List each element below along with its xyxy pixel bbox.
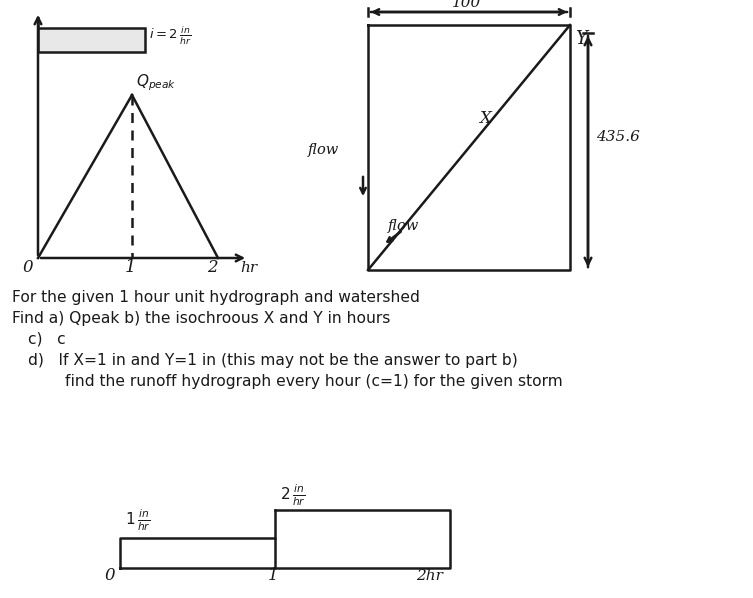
Text: hr: hr bbox=[240, 261, 257, 275]
Text: 100': 100' bbox=[453, 0, 486, 10]
Text: flow: flow bbox=[308, 143, 340, 157]
Text: $i = 2\,\frac{in}{hr}$: $i = 2\,\frac{in}{hr}$ bbox=[149, 25, 192, 47]
Text: 0: 0 bbox=[23, 259, 33, 276]
Text: 435.6: 435.6 bbox=[596, 130, 640, 144]
Text: 2hr: 2hr bbox=[416, 569, 444, 583]
Text: Find a) Qpeak b) the isochroous X and Y in hours: Find a) Qpeak b) the isochroous X and Y … bbox=[12, 311, 390, 326]
Text: Y: Y bbox=[575, 30, 587, 48]
Text: 1: 1 bbox=[267, 567, 279, 584]
Text: 2: 2 bbox=[206, 259, 218, 276]
Text: flow: flow bbox=[388, 219, 419, 233]
Text: $Q_{peak}$: $Q_{peak}$ bbox=[136, 72, 176, 93]
Text: 0: 0 bbox=[105, 567, 115, 584]
Text: find the runoff hydrograph every hour (c=1) for the given storm: find the runoff hydrograph every hour (c… bbox=[65, 374, 562, 389]
Text: For the given 1 hour unit hydrograph and watershed: For the given 1 hour unit hydrograph and… bbox=[12, 290, 420, 305]
Text: c)   c: c) c bbox=[28, 332, 66, 347]
Text: X: X bbox=[479, 110, 491, 127]
Text: $1\,\frac{in}{hr}$: $1\,\frac{in}{hr}$ bbox=[125, 508, 151, 533]
Text: d)   If X=1 in and Y=1 in (this may not be the answer to part b): d) If X=1 in and Y=1 in (this may not be… bbox=[28, 353, 518, 368]
Text: 1: 1 bbox=[124, 258, 136, 276]
Bar bbox=[38, 28, 145, 52]
Text: $2\,\frac{in}{hr}$: $2\,\frac{in}{hr}$ bbox=[280, 483, 306, 508]
